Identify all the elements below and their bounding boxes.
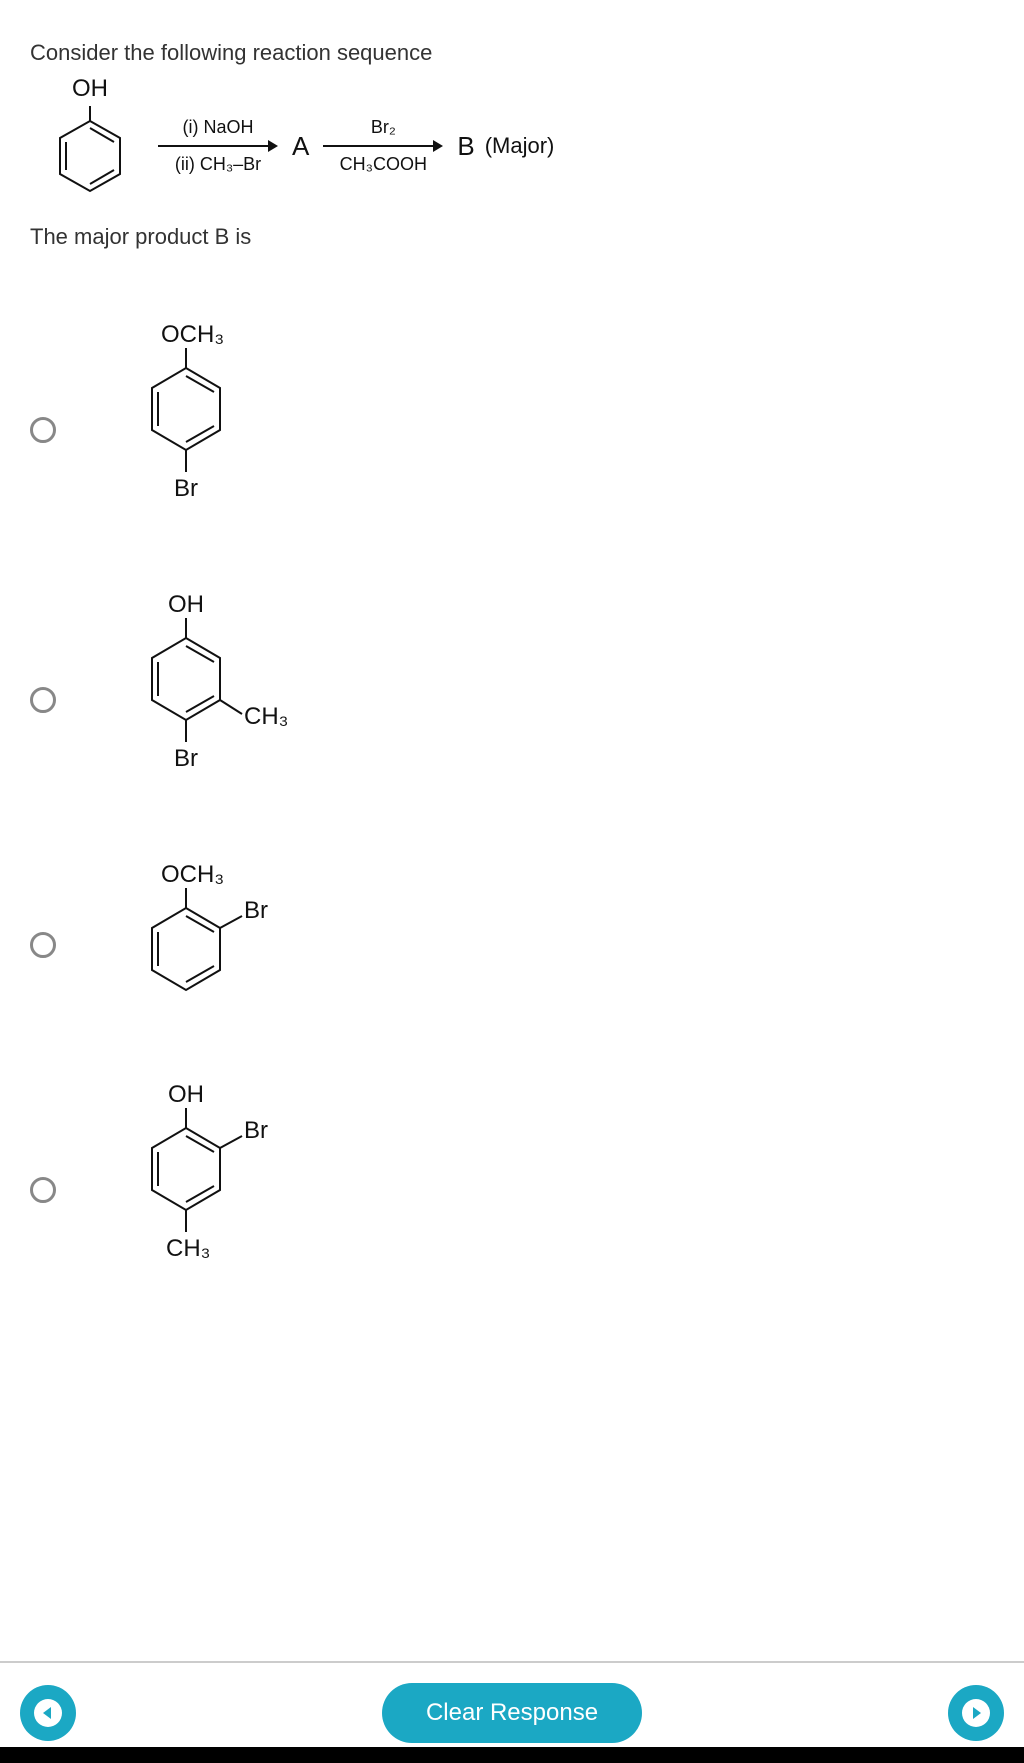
option-2-structure: OH CH₃ Br	[96, 590, 296, 810]
question-text: Consider the following reaction sequence	[30, 40, 994, 66]
option-4-structure: OH Br CH₃	[96, 1080, 296, 1300]
arrow1-reagent-bot: (ii) CH₃–Br	[175, 154, 261, 175]
radio-1[interactable]	[30, 417, 56, 443]
reaction-scheme: OH (i) NaOH (ii) CH₃–Br A Br₂ CH₃COO	[30, 76, 994, 216]
opt4-right-label: Br	[244, 1117, 268, 1144]
arrow2-reagent-top: Br₂	[371, 117, 396, 138]
question-area: Consider the following reaction sequence…	[0, 0, 1024, 270]
option-1-structure: OCH₃ Br	[96, 320, 276, 540]
arrow-2: Br₂ CH₃COOH	[323, 117, 443, 175]
option-1[interactable]: OCH₃ Br	[30, 320, 994, 540]
opt2-top-label: OH	[168, 591, 204, 618]
product-b: B	[457, 131, 474, 162]
chevron-left-icon	[34, 1699, 62, 1727]
opt3-right-label: Br	[244, 897, 268, 924]
opt2-bottom-label: Br	[174, 745, 198, 772]
arrow1-reagent-top: (i) NaOH	[183, 117, 254, 138]
option-2[interactable]: OH CH₃ Br	[30, 590, 994, 810]
option-4[interactable]: OH Br CH₃	[30, 1080, 994, 1300]
arrow-1: (i) NaOH (ii) CH₃–Br	[158, 117, 278, 175]
option-3[interactable]: OCH₃ Br	[30, 860, 994, 1030]
chevron-right-icon	[962, 1699, 990, 1727]
options-list: OCH₃ Br OH CH₃	[0, 270, 1024, 1390]
option-3-structure: OCH₃ Br	[96, 860, 296, 1030]
radio-3[interactable]	[30, 932, 56, 958]
opt2-right-label: CH₃	[244, 703, 288, 730]
major-product-text: The major product B is	[30, 224, 994, 250]
next-button[interactable]	[948, 1685, 1004, 1741]
arrow2-line	[323, 140, 443, 152]
clear-response-button[interactable]: Clear Response	[382, 1683, 642, 1743]
phenol-structure: OH	[30, 76, 150, 216]
intermediate-a: A	[292, 131, 309, 162]
arrow1-line	[158, 140, 278, 152]
major-label: (Major)	[485, 133, 555, 159]
opt1-top-label: OCH₃	[161, 321, 224, 348]
arrow2-reagent-bot: CH₃COOH	[340, 154, 427, 175]
opt3-top-label: OCH₃	[161, 861, 224, 888]
prev-button[interactable]	[20, 1685, 76, 1741]
bottom-black-strip	[0, 1747, 1024, 1763]
opt4-bottom-label: CH₃	[166, 1235, 210, 1262]
phenol-oh-label: OH	[72, 76, 108, 102]
radio-4[interactable]	[30, 1177, 56, 1203]
opt1-bottom-label: Br	[174, 475, 198, 502]
radio-2[interactable]	[30, 687, 56, 713]
bottom-bar: Clear Response	[0, 1661, 1024, 1743]
opt4-top-label: OH	[168, 1081, 204, 1108]
